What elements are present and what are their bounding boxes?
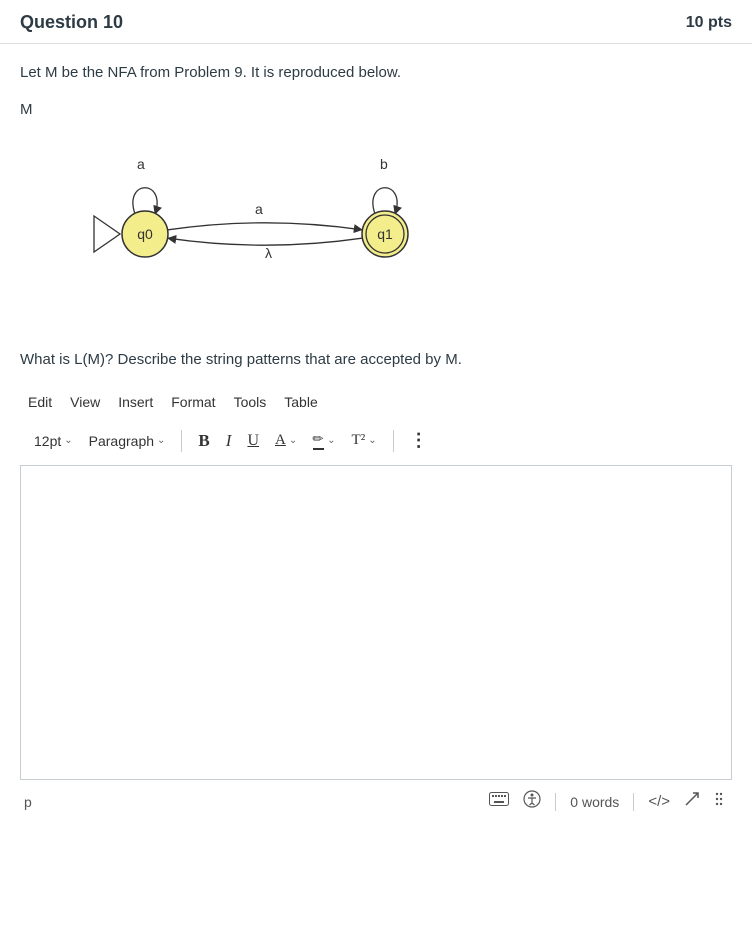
nfa-diagram: a b a λ q0 q1 (20, 134, 470, 304)
footer-separator (555, 793, 556, 811)
menu-format[interactable]: Format (171, 394, 215, 410)
footer-separator (633, 793, 634, 811)
rich-text-editor[interactable] (20, 465, 732, 780)
resize-handle[interactable] (714, 791, 724, 812)
question-prompt-2: What is L(M)? Describe the string patter… (20, 349, 732, 370)
svg-text:b: b (380, 156, 388, 172)
italic-button[interactable]: I (220, 427, 238, 455)
toolbar-separator (181, 430, 182, 452)
menu-insert[interactable]: Insert (118, 394, 153, 410)
underline-button[interactable]: U (241, 428, 265, 454)
html-view-button[interactable]: </> (648, 793, 670, 810)
svg-text:a: a (255, 201, 263, 217)
more-options-button[interactable]: ⋮ (404, 426, 434, 455)
question-prompt-1: Let M be the NFA from Problem 9. It is r… (20, 62, 732, 83)
paragraph-style-select[interactable]: Paragraph⌄ (83, 429, 172, 453)
menu-edit[interactable]: Edit (28, 394, 52, 410)
editor-toolbar: 12pt⌄ Paragraph⌄ B I U A⌄ ✎⌄ T²⌄ ⋮ (20, 420, 732, 461)
svg-text:λ: λ (265, 245, 272, 261)
menu-table[interactable]: Table (284, 394, 317, 410)
word-count: 0 words (570, 794, 619, 810)
superscript-button[interactable]: T²⌄ (346, 428, 383, 453)
element-path: p (24, 794, 32, 810)
toolbar-separator (393, 430, 394, 452)
menu-tools[interactable]: Tools (234, 394, 267, 410)
accessibility-icon[interactable] (523, 790, 541, 813)
m-label: M (20, 101, 732, 118)
fullscreen-button[interactable] (684, 791, 700, 812)
keyboard-icon[interactable] (489, 792, 509, 811)
question-title: Question 10 (20, 12, 123, 33)
text-color-button[interactable]: A⌄ (269, 428, 303, 453)
menu-view[interactable]: View (70, 394, 100, 410)
font-size-select[interactable]: 12pt⌄ (28, 429, 79, 453)
svg-text:q1: q1 (377, 226, 393, 242)
question-points: 10 pts (686, 14, 732, 32)
highlight-button[interactable]: ✎⌄ (307, 427, 341, 454)
svg-text:q0: q0 (137, 226, 153, 242)
editor-menubar: Edit View Insert Format Tools Table (20, 390, 732, 414)
bold-button[interactable]: B (192, 427, 215, 455)
svg-text:a: a (137, 156, 145, 172)
